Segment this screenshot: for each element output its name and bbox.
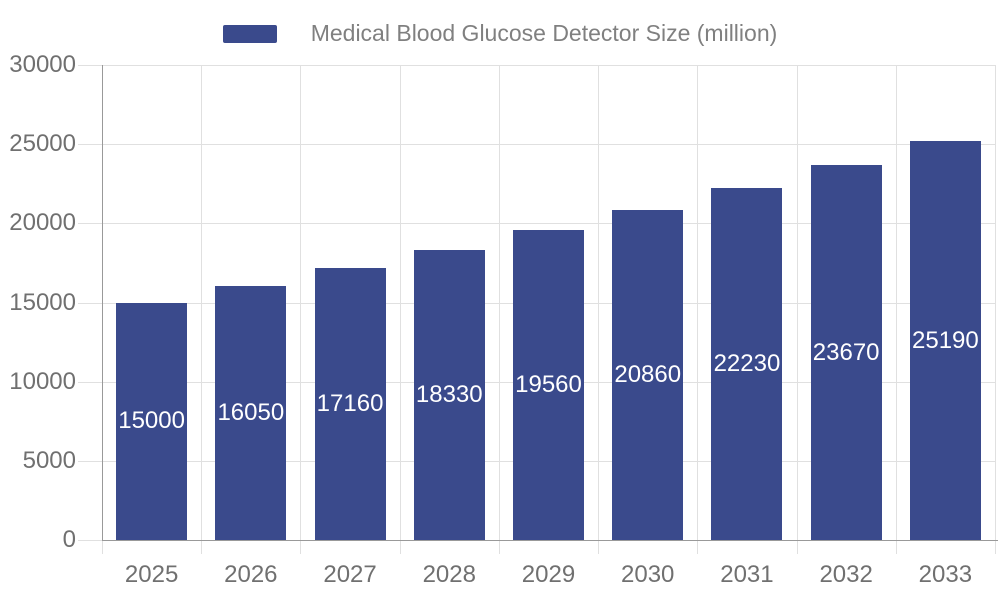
y-gridline [78,144,995,146]
bar-2027[interactable]: 17160 [314,268,386,540]
x-gridline [201,65,203,540]
x-tick-mark [300,540,302,554]
bar-value-label: 19560 [515,371,582,399]
x-tick-label-2032: 2032 [819,561,873,588]
legend-swatch [222,24,277,43]
bar-value-label: 22230 [713,350,781,377]
y-tick-label: 0 [62,526,76,553]
x-tick-mark [796,540,798,554]
y-tick-mark [78,540,102,541]
x-tick-mark [995,540,996,554]
legend-label: Medical Blood Glucose Detector Size (mil… [310,20,778,46]
x-tick-mark [895,540,897,554]
bar-2030[interactable]: 20860 [612,209,684,540]
bar-value-label: 25190 [912,326,979,354]
bar-value-label: 20860 [614,360,682,388]
bar-2031[interactable]: 22230 [711,188,783,540]
x-tick-label-2028: 2028 [422,561,476,588]
bar-value-label: 16050 [217,398,285,426]
x-gridline [995,65,996,540]
x-tick-mark [399,540,401,554]
x-tick-mark [697,540,699,554]
legend[interactable]: Medical Blood Glucose Detector Size (mil… [0,20,1000,47]
x-tick-label-2025: 2025 [124,561,179,588]
x-tick-mark [598,540,600,554]
y-axis-line [102,65,103,541]
bar-value-label: 17160 [316,390,384,418]
x-tick-mark [201,540,203,554]
y-tick-label: 20000 [9,209,76,237]
bar-2025[interactable]: 15000 [116,302,188,540]
x-gridline [895,65,897,540]
y-tick-label: 15000 [9,288,76,316]
x-tick-label-2027: 2027 [323,561,377,588]
x-gridline [498,65,500,540]
bar-value-label: 15000 [118,407,185,435]
bar-value-label: 18330 [415,380,483,408]
x-gridline [300,65,302,540]
x-tick-label-2026: 2026 [224,561,278,588]
x-gridline [697,65,699,540]
x-gridline [598,65,600,540]
x-tick-mark [498,540,500,554]
bar-2033[interactable]: 25190 [909,141,981,540]
y-tick-label: 5000 [22,446,76,474]
x-gridline [796,65,798,540]
bar-2032[interactable]: 23670 [810,165,882,540]
x-tick-label-2029: 2029 [521,561,576,588]
bar-2029[interactable]: 19560 [513,230,584,540]
x-tick-label-2033: 2033 [918,561,973,588]
y-tick-label: 10000 [9,367,76,395]
y-tick-label: 25000 [9,130,76,158]
plot-area: 0 5000 10000 15000 20000 25000 30000 15000 16050… [9,53,998,587]
bar-2028[interactable]: 18330 [413,249,485,540]
x-gridline [399,65,401,540]
bar-value-label: 23670 [812,338,880,366]
x-tick-label-2030: 2030 [621,561,675,588]
x-tick-label-2031: 2031 [720,561,774,588]
x-tick-mark [102,540,103,554]
y-gridline [78,65,995,66]
x-axis-line [102,540,998,541]
y-gridline [78,223,995,225]
y-tick-label: 30000 [9,51,76,78]
bar-2026[interactable]: 16050 [215,285,287,540]
